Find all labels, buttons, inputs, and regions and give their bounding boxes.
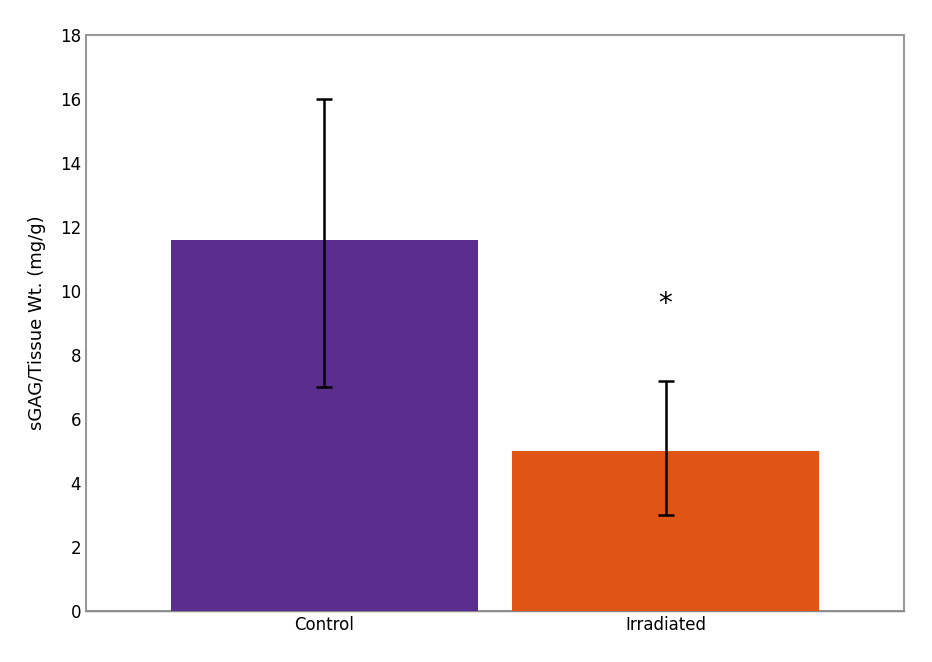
Y-axis label: sGAG/Tissue Wt. (mg/g): sGAG/Tissue Wt. (mg/g) (28, 216, 46, 430)
Text: *: * (659, 290, 672, 318)
Bar (86, 35, 904, 612)
Bar (512, 451, 819, 612)
Bar (171, 240, 478, 612)
